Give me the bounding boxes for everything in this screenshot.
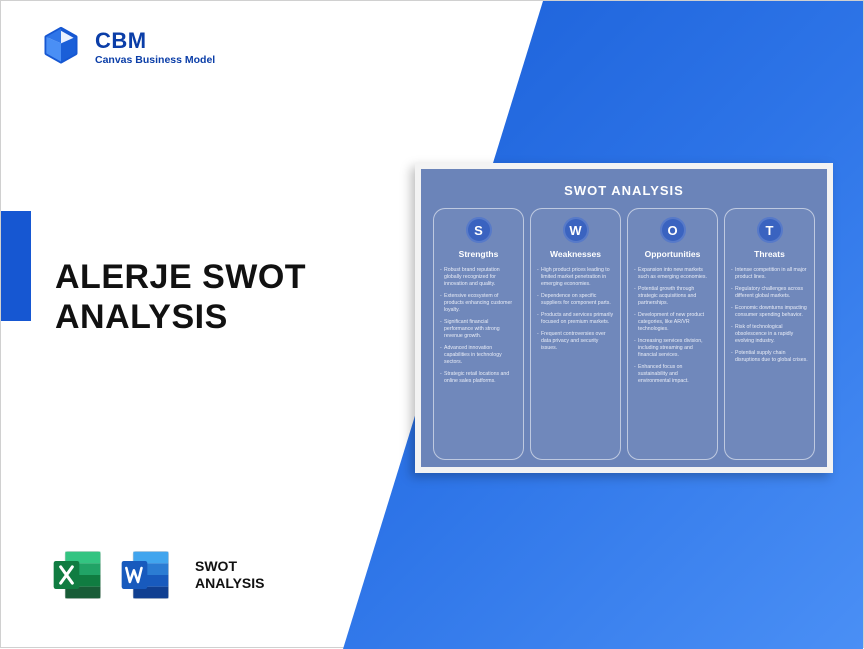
swot-letter: W xyxy=(563,217,589,243)
list-item: Economic downturns impacting consumer sp… xyxy=(731,305,808,319)
swot-items: Intense competition in all major product… xyxy=(731,267,808,369)
list-item: Advanced innovation capabilities in tech… xyxy=(440,345,517,366)
title-line-1: ALERJE SWOT xyxy=(55,257,306,297)
swot-heading: Threats xyxy=(754,249,785,259)
swot-items: Expansion into new markets such as emerg… xyxy=(634,267,711,390)
list-item: Potential growth through strategic acqui… xyxy=(634,286,711,307)
brand-logo-area: CBM Canvas Business Model xyxy=(39,25,215,69)
panel-title: SWOT ANALYSIS xyxy=(433,183,815,198)
swot-column-strengths: S Strengths Robust brand reputation glob… xyxy=(433,208,524,460)
list-item: Development of new product categories, l… xyxy=(634,312,711,333)
apps-label-line-1: SWOT xyxy=(195,558,265,575)
swot-letter: O xyxy=(660,217,686,243)
app-icons-row: SWOT ANALYSIS xyxy=(49,547,265,603)
list-item: Robust brand reputation globally recogni… xyxy=(440,267,517,288)
swot-panel: SWOT ANALYSIS S Strengths Robust brand r… xyxy=(415,163,833,473)
list-item: Frequent controversies over data privacy… xyxy=(537,331,614,352)
list-item: Strategic retail locations and online sa… xyxy=(440,371,517,385)
swot-heading: Opportunities xyxy=(645,249,701,259)
swot-items: Robust brand reputation globally recogni… xyxy=(440,267,517,390)
list-item: Regulatory challenges across different g… xyxy=(731,286,808,300)
list-item: Intense competition in all major product… xyxy=(731,267,808,281)
apps-label: SWOT ANALYSIS xyxy=(195,558,265,592)
cbm-logo-icon xyxy=(39,25,83,69)
swot-items: High product prices leading to limited m… xyxy=(537,267,614,357)
swot-letter: T xyxy=(757,217,783,243)
swot-heading: Strengths xyxy=(459,249,499,259)
swot-column-weaknesses: W Weaknesses High product prices leading… xyxy=(530,208,621,460)
brand-tagline: Canvas Business Model xyxy=(95,54,215,66)
swot-letter: S xyxy=(466,217,492,243)
list-item: High product prices leading to limited m… xyxy=(537,267,614,288)
excel-icon xyxy=(49,547,105,603)
swot-column-threats: T Threats Intense competition in all maj… xyxy=(724,208,815,460)
page-title: ALERJE SWOT ANALYSIS xyxy=(55,257,306,337)
list-item: Increasing services division, including … xyxy=(634,338,711,359)
accent-block xyxy=(1,211,31,321)
title-line-2: ANALYSIS xyxy=(55,297,306,337)
brand-name: CBM xyxy=(95,28,215,54)
apps-label-line-2: ANALYSIS xyxy=(195,575,265,592)
list-item: Risk of technological obsolescence in a … xyxy=(731,324,808,345)
list-item: Expansion into new markets such as emerg… xyxy=(634,267,711,281)
list-item: Products and services primarily focused … xyxy=(537,312,614,326)
list-item: Enhanced focus on sustainability and env… xyxy=(634,364,711,385)
swot-column-opportunities: O Opportunities Expansion into new marke… xyxy=(627,208,718,460)
list-item: Extensive ecosystem of products enhancin… xyxy=(440,293,517,314)
list-item: Potential supply chain disruptions due t… xyxy=(731,350,808,364)
word-icon xyxy=(117,547,173,603)
swot-heading: Weaknesses xyxy=(550,249,601,259)
list-item: Dependence on specific suppliers for com… xyxy=(537,293,614,307)
list-item: Significant financial performance with s… xyxy=(440,319,517,340)
swot-columns: S Strengths Robust brand reputation glob… xyxy=(433,208,815,460)
